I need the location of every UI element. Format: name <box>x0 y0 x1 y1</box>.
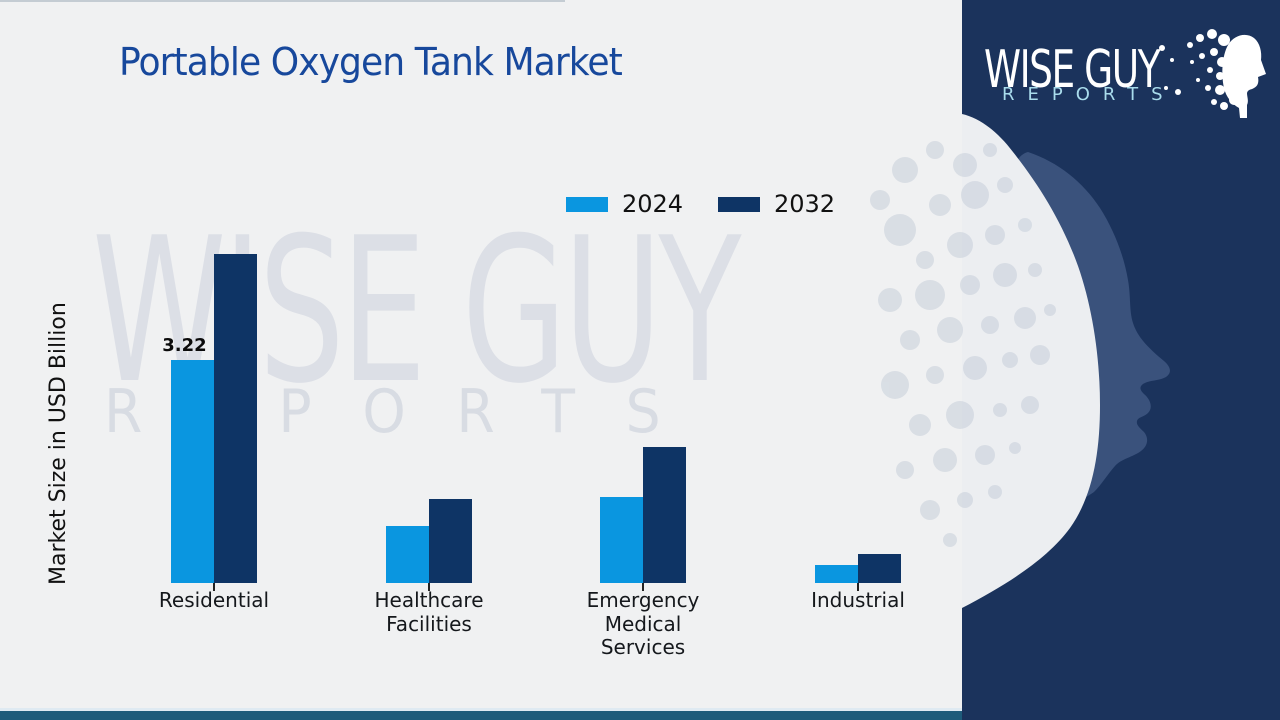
bottom-light-line <box>0 708 962 711</box>
bottom-accent-strip <box>0 711 962 720</box>
logo-wordmark: WISE GUY <box>984 40 1161 100</box>
top-edge-line <box>0 0 565 2</box>
legend-label-2032: 2032 <box>774 190 836 218</box>
legend-label-2024: 2024 <box>622 190 684 218</box>
logo-head-dots-icon <box>1159 29 1247 110</box>
page-title: Portable Oxygen Tank Market <box>119 40 623 84</box>
legend-entry-2032: 2032 <box>718 190 835 218</box>
legend-entry-2024: 2024 <box>566 190 683 218</box>
brain-dots <box>870 141 1056 547</box>
y-axis-label: Market Size in USD Billion <box>46 302 71 585</box>
legend-swatch-2032 <box>718 196 760 212</box>
logo-reports-label: REPORTS <box>1002 84 1176 105</box>
legend-swatch-2024 <box>566 196 608 212</box>
